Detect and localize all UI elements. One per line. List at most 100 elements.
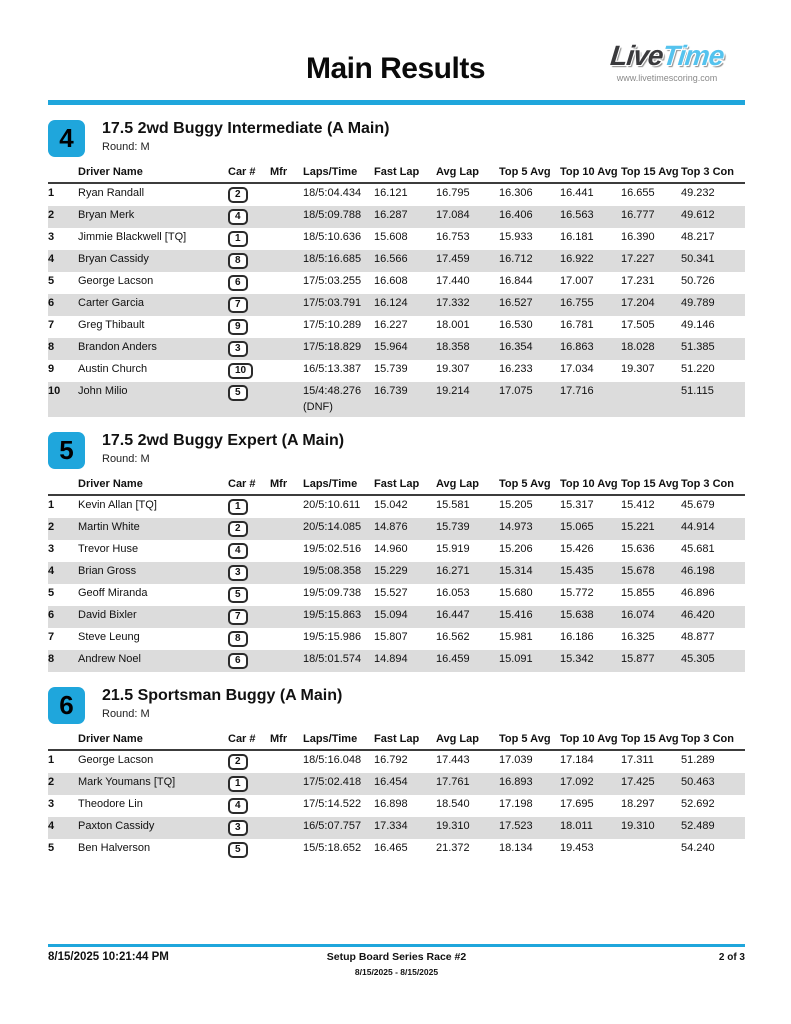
car-number-badge: 3 (228, 341, 248, 357)
top10-avg-cell: 16.863 (560, 341, 594, 353)
car-number-badge: 4 (228, 798, 248, 814)
race-section: 6 21.5 Sportsman Buggy (A Main) Round: M Dr… (48, 685, 745, 861)
top3-con-cell: 48.877 (681, 631, 715, 643)
race-number-badge: 6 (48, 687, 85, 724)
top3-con-cell: 48.217 (681, 231, 715, 243)
column-header: Fast Lap (374, 730, 436, 751)
mfr-cell (270, 750, 303, 773)
driver-name-cell: Carter Garcia (78, 297, 145, 309)
column-header: Top 10 Avg (560, 730, 621, 751)
position-cell: 3 (48, 231, 55, 243)
mfr-cell (270, 382, 303, 417)
race-titles: 17.5 2wd Buggy Expert (A Main) Round: M (102, 430, 344, 465)
car-number-badge: 2 (228, 521, 248, 537)
car-number-badge: 5 (228, 842, 248, 858)
top10-avg-cell: 15.638 (560, 609, 594, 621)
position-cell: 5 (48, 275, 55, 287)
car-number-badge: 1 (228, 499, 248, 515)
laps-time-cell: 19/5:15.863 (303, 609, 362, 621)
top15-avg-cell (621, 839, 681, 861)
laps-time-cell: 19/5:15.986 (303, 631, 362, 643)
top3-con-cell: 49.789 (681, 297, 715, 309)
top5-avg-cell: 15.314 (499, 565, 533, 577)
table-row: 6 David Bixler 7 19/5:15.863 15.094 16.447 15.… (48, 606, 745, 628)
column-header: Laps/Time (303, 730, 374, 751)
top15-avg-cell: 16.777 (621, 209, 655, 221)
table-row: 2 Mark Youmans [TQ] 1 17/5:02.418 16.454 17.7… (48, 773, 745, 795)
driver-name-cell: George Lacson (78, 275, 154, 287)
laps-time-cell: 17/5:03.791 (303, 297, 362, 309)
car-number-badge: 8 (228, 631, 248, 647)
position-header (48, 730, 78, 751)
mfr-cell (270, 795, 303, 817)
avg-lap-cell: 16.562 (436, 631, 470, 643)
column-header: Laps/Time (303, 475, 374, 496)
results-table: Driver Name Car # Mfr Laps/Time Fast Lap Avg … (48, 163, 745, 417)
top5-avg-cell: 18.134 (499, 842, 533, 854)
race-header: 5 17.5 2wd Buggy Expert (A Main) Round: M (48, 430, 745, 470)
column-header: Driver Name (78, 163, 228, 184)
mfr-cell (270, 650, 303, 672)
mfr-cell (270, 183, 303, 206)
top3-con-cell: 52.692 (681, 798, 715, 810)
top5-avg-cell: 16.893 (499, 776, 533, 788)
laps-time-cell: 16/5:13.387 (303, 363, 362, 375)
top3-con-cell: 45.681 (681, 543, 715, 555)
position-cell: 5 (48, 587, 55, 599)
car-number-badge: 1 (228, 776, 248, 792)
car-number-cell: 3 (228, 338, 270, 360)
table-head: Driver Name Car # Mfr Laps/Time Fast Lap Avg … (48, 730, 745, 751)
car-number-badge: 8 (228, 253, 248, 269)
table-row: 2 Bryan Merk 4 18/5:09.788 16.287 17.084 16.40… (48, 206, 745, 228)
position-cell: 9 (48, 363, 55, 375)
column-header: Fast Lap (374, 475, 436, 496)
table-row: 5 George Lacson 6 17/5:03.255 16.608 17.440 16… (48, 272, 745, 294)
column-header: Mfr (270, 163, 303, 184)
driver-name-cell: Theodore Lin (78, 798, 143, 810)
position-cell: 6 (48, 297, 55, 309)
column-header: Top 15 Avg (621, 475, 681, 496)
laps-time-cell: 15/5:18.652 (303, 842, 362, 854)
car-number-badge: 2 (228, 754, 248, 770)
laps-time-cell: 17/5:02.418 (303, 776, 362, 788)
top10-avg-cell: 16.922 (560, 253, 594, 265)
top5-avg-cell: 15.206 (499, 543, 533, 555)
top15-avg-cell: 16.074 (621, 609, 655, 621)
avg-lap-cell: 15.581 (436, 499, 470, 511)
car-number-cell: 5 (228, 584, 270, 606)
car-number-cell: 2 (228, 518, 270, 540)
top10-avg-cell: 16.186 (560, 631, 594, 643)
laps-time-cell: 18/5:09.788 (303, 209, 362, 221)
race-header: 4 17.5 2wd Buggy Intermediate (A Main) Rou… (48, 118, 745, 158)
mfr-cell (270, 338, 303, 360)
top15-avg-cell: 16.325 (621, 631, 655, 643)
top15-avg-cell: 17.231 (621, 275, 655, 287)
top5-avg-cell: 17.523 (499, 820, 533, 832)
page-footer: 8/15/2025 10:21:44 PM Setup Board Series… (48, 944, 745, 977)
top3-con-cell: 49.232 (681, 187, 715, 199)
driver-name-cell: Jimmie Blackwell [TQ] (78, 231, 187, 243)
mfr-cell (270, 206, 303, 228)
car-number-cell: 3 (228, 817, 270, 839)
laps-time-cell: 18/5:16.048 (303, 754, 362, 766)
car-number-cell: 2 (228, 750, 270, 773)
avg-lap-cell: 19.307 (436, 363, 470, 375)
car-number-cell: 10 (228, 360, 270, 382)
column-header: Car # (228, 730, 270, 751)
avg-lap-cell: 18.540 (436, 798, 470, 810)
car-number-cell: 8 (228, 628, 270, 650)
top10-avg-cell: 16.563 (560, 209, 594, 221)
car-number-cell: 1 (228, 228, 270, 250)
top10-avg-cell: 16.441 (560, 187, 594, 199)
top15-avg-cell: 15.412 (621, 499, 655, 511)
position-cell: 7 (48, 319, 55, 331)
fast-lap-cell: 17.334 (374, 820, 408, 832)
position-cell: 4 (48, 820, 55, 832)
race-section: 5 17.5 2wd Buggy Expert (A Main) Round: M D… (48, 430, 745, 672)
top10-avg-cell: 15.342 (560, 653, 594, 665)
table-row: 4 Paxton Cassidy 3 16/5:07.757 17.334 19.310 1… (48, 817, 745, 839)
top15-avg-cell: 15.221 (621, 521, 655, 533)
top5-avg-cell: 16.530 (499, 319, 533, 331)
top5-avg-cell: 15.091 (499, 653, 533, 665)
fast-lap-cell: 15.527 (374, 587, 408, 599)
